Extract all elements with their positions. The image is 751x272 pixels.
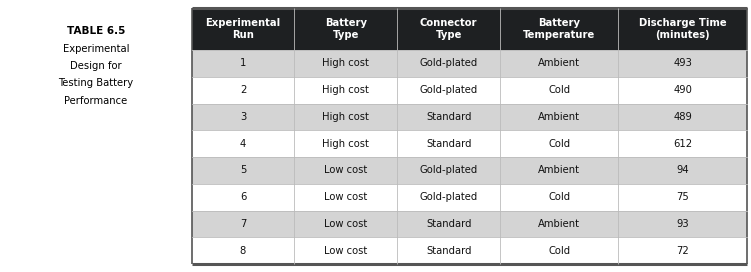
Text: Cold: Cold (548, 246, 570, 256)
Text: Gold-plated: Gold-plated (420, 85, 478, 95)
Text: Low cost: Low cost (324, 192, 367, 202)
Bar (192, 184, 747, 211)
Text: High cost: High cost (322, 58, 369, 68)
Bar (192, 8, 747, 50)
Text: Testing Battery: Testing Battery (58, 79, 134, 88)
Text: Discharge Time
(minutes): Discharge Time (minutes) (639, 18, 726, 40)
Text: Connector
Type: Connector Type (420, 18, 478, 40)
Text: 493: 493 (673, 58, 692, 68)
Text: High cost: High cost (322, 112, 369, 122)
Bar (192, 77, 747, 104)
Text: Standard: Standard (426, 246, 472, 256)
Text: 489: 489 (673, 112, 692, 122)
Text: 5: 5 (240, 165, 246, 175)
Text: High cost: High cost (322, 85, 369, 95)
Text: Low cost: Low cost (324, 246, 367, 256)
Text: 6: 6 (240, 192, 246, 202)
Text: Ambient: Ambient (538, 112, 581, 122)
Text: Ambient: Ambient (538, 58, 581, 68)
Text: Battery
Temperature: Battery Temperature (523, 18, 596, 40)
Text: 72: 72 (677, 246, 689, 256)
Text: Gold-plated: Gold-plated (420, 58, 478, 68)
Text: TABLE 6.5: TABLE 6.5 (67, 26, 125, 36)
Text: Ambient: Ambient (538, 219, 581, 229)
Text: Standard: Standard (426, 139, 472, 149)
Bar (192, 104, 747, 130)
Text: Cold: Cold (548, 139, 570, 149)
Text: High cost: High cost (322, 139, 369, 149)
Bar (192, 211, 747, 237)
Text: Gold-plated: Gold-plated (420, 192, 478, 202)
Text: Standard: Standard (426, 112, 472, 122)
Text: 8: 8 (240, 246, 246, 256)
Bar (192, 237, 747, 264)
Text: 93: 93 (677, 219, 689, 229)
Text: Design for: Design for (70, 61, 122, 71)
Text: Battery
Type: Battery Type (325, 18, 366, 40)
Text: Low cost: Low cost (324, 165, 367, 175)
Bar (192, 130, 747, 157)
Text: Gold-plated: Gold-plated (420, 165, 478, 175)
Text: 7: 7 (240, 219, 246, 229)
Bar (192, 157, 747, 184)
Text: 4: 4 (240, 139, 246, 149)
Text: 490: 490 (673, 85, 692, 95)
Text: 2: 2 (240, 85, 246, 95)
Text: 3: 3 (240, 112, 246, 122)
Text: Cold: Cold (548, 85, 570, 95)
Text: Experimental: Experimental (62, 44, 129, 54)
Text: Standard: Standard (426, 219, 472, 229)
Text: 94: 94 (677, 165, 689, 175)
Text: Ambient: Ambient (538, 165, 581, 175)
Text: Performance: Performance (64, 96, 128, 106)
Text: Cold: Cold (548, 192, 570, 202)
Bar (192, 50, 747, 77)
Text: Low cost: Low cost (324, 219, 367, 229)
Text: 612: 612 (673, 139, 692, 149)
Text: 75: 75 (677, 192, 689, 202)
Text: Experimental
Run: Experimental Run (205, 18, 281, 40)
Text: 1: 1 (240, 58, 246, 68)
